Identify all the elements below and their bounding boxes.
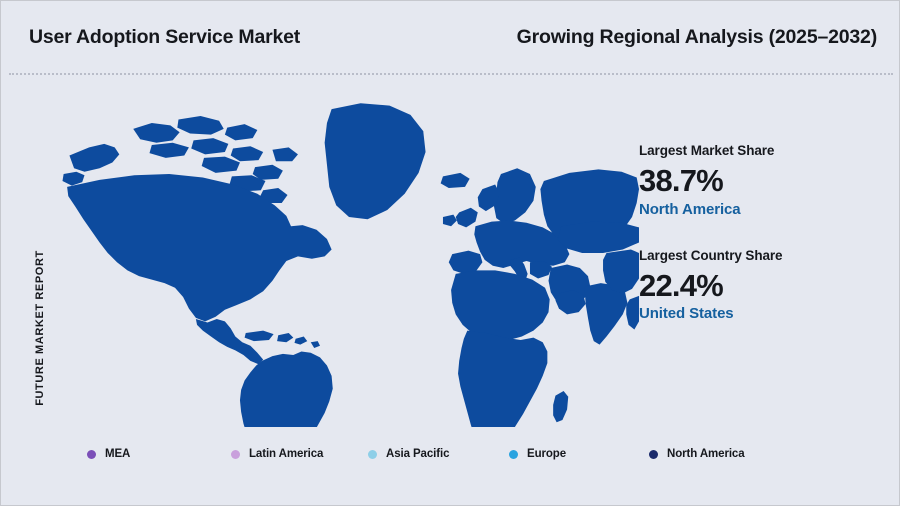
- legend-item-asia-pacific: Asia Pacific: [368, 448, 449, 460]
- world-map: [59, 87, 639, 427]
- legend-label: Latin America: [249, 448, 324, 460]
- page-title: User Adoption Service Market: [29, 25, 301, 48]
- legend-label: North America: [667, 448, 745, 460]
- legend-label: Asia Pacific: [386, 448, 450, 460]
- world-map-svg: [62, 103, 639, 427]
- stat-label: Largest Country Share: [639, 247, 783, 263]
- stats-panel: Largest Market Share 38.7% North America…: [639, 143, 884, 322]
- legend-dot-icon: [231, 449, 240, 459]
- legend-label: Europe: [527, 448, 567, 460]
- legend-dot-icon: [649, 449, 658, 459]
- stat-value: 22.4%: [639, 267, 724, 303]
- stat-value: 38.7%: [639, 163, 724, 198]
- stat-label: Largest Market Share: [639, 143, 775, 158]
- legend-item-mea: MEA: [87, 448, 130, 460]
- legend-item-latin-america: Latin America: [231, 448, 323, 460]
- legend-item-north-america: North America: [649, 448, 745, 460]
- stat-region: United States: [639, 305, 734, 323]
- legend-dot-icon: [509, 449, 518, 459]
- header-divider: [9, 73, 893, 75]
- legend-dot-icon: [368, 449, 377, 459]
- brand-vertical-text: FUTURE MARKET REPORT: [34, 250, 47, 406]
- legend-label: MEA: [105, 448, 131, 460]
- stat-largest-country-share: Largest Country Share 22.4% United State…: [639, 248, 884, 323]
- legend-item-europe: Europe: [509, 448, 566, 460]
- stat-region: North America: [639, 200, 741, 218]
- page-subtitle: Growing Regional Analysis (2025–2032): [516, 25, 878, 48]
- map-legend: MEA Latin America Asia Pacific Europe No…: [87, 448, 787, 468]
- stat-largest-market-share: Largest Market Share 38.7% North America: [639, 143, 884, 218]
- brand-vertical-label: FUTURE MARKET REPORT: [31, 233, 49, 423]
- world-map-landmasses: [62, 103, 639, 427]
- header: User Adoption Service Market Growing Reg…: [1, 1, 899, 73]
- legend-dot-icon: [87, 449, 96, 459]
